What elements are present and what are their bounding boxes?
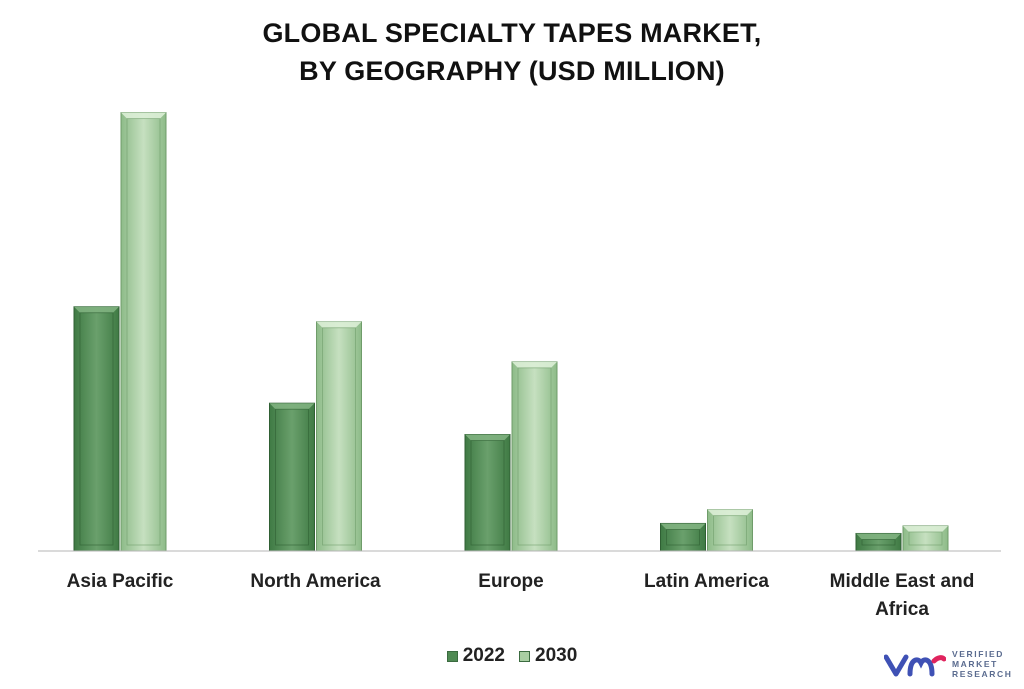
x-tick-label-2: Europe [478, 571, 543, 592]
logo-word-3: RESEARCH [952, 669, 1013, 679]
legend-item-2030: 2030 [519, 645, 577, 667]
bar-2030-1 [316, 321, 362, 552]
x-tick-label-3: Latin America [644, 571, 769, 592]
chart-title-line-1: GLOBAL SPECIALTY TAPES MARKET, [262, 18, 762, 48]
logo-word-2: MARKET [952, 659, 998, 669]
bar-2022-3 [660, 522, 706, 552]
legend: 2022 2030 [0, 645, 1024, 667]
bar-2030-3 [707, 509, 753, 552]
vmr-logo-icon [884, 654, 946, 677]
x-tick-label-0: Asia Pacific [67, 571, 174, 592]
verified-market-research-logo: VERIFIED MARKET RESEARCH [884, 646, 1014, 682]
bar-2022-2 [464, 434, 511, 552]
bar-chart: Asia Pacific North America Europe Latin Ame… [38, 112, 1001, 620]
bar-2030-0 [120, 112, 167, 552]
chart-title-line-2: BY GEOGRAPHY (USD MILLION) [299, 56, 725, 86]
legend-label-2030: 2030 [535, 645, 578, 666]
logo-word-1: VERIFIED [952, 649, 1005, 659]
x-tick-label-1: North America [250, 571, 381, 592]
bars-group [73, 112, 949, 552]
logo-wordmark: VERIFIED MARKET RESEARCH [952, 649, 1013, 679]
x-tick-label-4: Middle East and Africa [830, 571, 975, 620]
bar-2022-4 [855, 532, 902, 552]
legend-item-2022: 2022 [446, 645, 505, 667]
legend-swatch-2030 [519, 650, 530, 662]
legend-label-2022: 2022 [462, 645, 505, 666]
x-tick-labels: Asia Pacific North America Europe Latin Ame… [67, 571, 975, 620]
legend-swatch-2022 [446, 650, 458, 662]
chart-title: GLOBAL SPECIALTY TAPES MARKET, BY GEOGRA… [0, 14, 1024, 90]
bar-2030-2 [511, 361, 558, 552]
bar-2030-4 [902, 525, 949, 552]
bar-2022-1 [269, 402, 315, 552]
bar-2022-0 [73, 306, 120, 552]
